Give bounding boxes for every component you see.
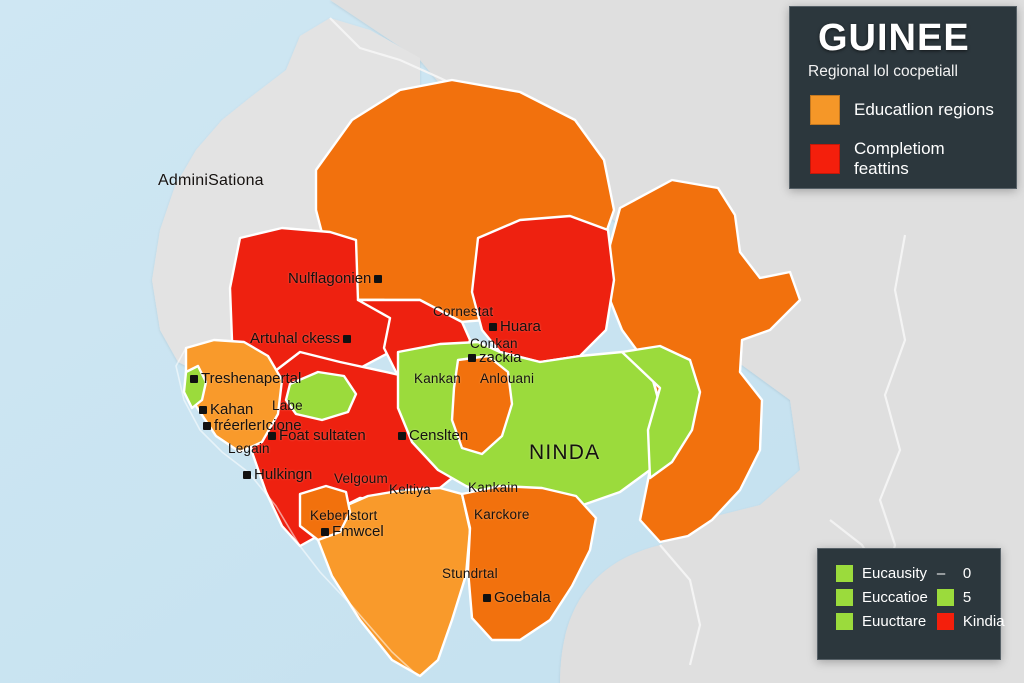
scale-swatch-green-icon <box>836 589 853 606</box>
guinea-regions[interactable] <box>182 78 802 678</box>
scale-dash-icon: – <box>936 565 946 582</box>
coastline <box>175 347 419 677</box>
title-legend-panel: GUINEE Regional lol cocpetiall Educatlio… <box>789 6 1017 189</box>
legend-swatch-orange-icon <box>810 94 840 125</box>
map-subtitle: Regional lol cocpetiall <box>808 62 958 80</box>
map-title: GUINEE <box>818 17 970 59</box>
region-south-lightorange[interactable] <box>316 486 472 678</box>
region-anlouani-orange[interactable] <box>450 354 514 456</box>
region-coastal-green[interactable] <box>182 364 208 410</box>
scale-swatch-green-icon <box>836 613 853 630</box>
scale-value-5: 5 <box>962 589 972 606</box>
scale-value-swatch-red-icon <box>936 613 954 630</box>
scale-value-swatch-green-icon <box>936 589 954 606</box>
scale-value-0: 0 <box>962 565 972 582</box>
region-labe-green[interactable] <box>284 370 358 422</box>
scale-legend-grid: Eucausity – 0 Euccatioe 5 Euucttare Kind… <box>818 565 1005 630</box>
legend-item-completion-feattins[interactable]: Completiom feattins <box>810 139 1002 179</box>
legend-label: Educatlion regions <box>854 99 994 119</box>
scale-value-kindia: Kindia <box>962 613 1005 630</box>
scale-label-euccatioe: Euccatioe <box>862 589 928 606</box>
region-south-orange[interactable] <box>460 484 598 642</box>
scale-label-eucausity: Eucausity <box>862 565 928 582</box>
scale-legend-panel: Eucausity – 0 Euccatioe 5 Euucttare Kind… <box>817 548 1005 660</box>
legend-swatch-red-icon <box>810 143 840 174</box>
legend-label: Completiom feattins <box>854 138 945 178</box>
region-northeast-red[interactable] <box>470 214 616 364</box>
legend-item-education-regions[interactable]: Educatlion regions <box>810 94 1002 125</box>
region-east-green[interactable] <box>620 344 702 480</box>
scale-label-euucttare: Euucttare <box>862 613 927 630</box>
scale-swatch-green-icon <box>836 565 853 582</box>
region-keberlstort-orange[interactable] <box>298 484 352 542</box>
